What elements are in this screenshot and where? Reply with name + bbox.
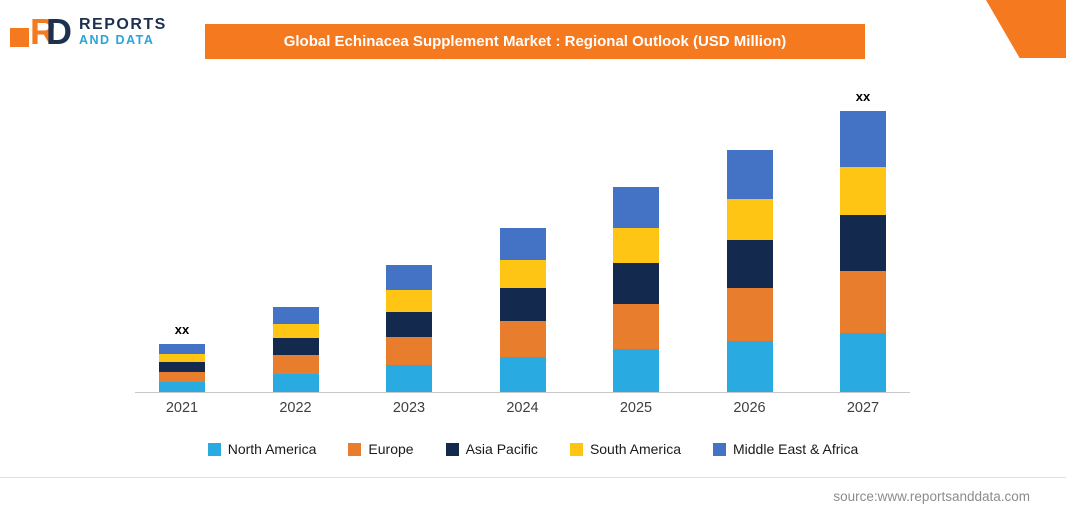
bar-stack-2022: [272, 307, 319, 392]
bar-segment-asia-pacific: [499, 288, 546, 321]
bar-stack-2023: [386, 265, 432, 392]
bar-segment-asia-pacific: [159, 362, 205, 372]
bar-segment-middle-east-africa: [840, 111, 886, 167]
bar-segment-south-america: [840, 167, 886, 215]
x-axis-labels: 2021 2022 2023 2024 2025 2026 2027: [135, 400, 910, 416]
bar-segment-north-america: [272, 374, 319, 392]
legend-item-south-america: South America: [569, 441, 681, 457]
bar-segment-middle-east-africa: [159, 344, 205, 354]
bar-segment-middle-east-africa: [726, 150, 773, 199]
bar-segment-middle-east-africa: [613, 187, 659, 228]
bar-segment-north-america: [726, 341, 773, 392]
bar-column-2021: xx: [159, 322, 205, 392]
bar-segment-asia-pacific: [726, 240, 773, 288]
bar-segment-europe: [499, 321, 546, 357]
logo-mark-d: D: [46, 11, 72, 52]
x-axis-label-2025: 2025: [619, 400, 653, 416]
bar-segment-asia-pacific: [613, 263, 659, 304]
x-axis-label-2023: 2023: [392, 400, 426, 416]
bar-segment-north-america: [613, 349, 659, 392]
x-axis-label-2027: 2027: [846, 400, 880, 416]
bar-segment-europe: [726, 288, 773, 341]
bar-segment-middle-east-africa: [499, 228, 546, 260]
plot-area: xx xx: [135, 85, 910, 393]
bar-column-2027: xx: [840, 89, 886, 392]
x-axis-label-2024: 2024: [506, 400, 539, 416]
decor-corner-topright: [986, 0, 1066, 58]
bar-segment-south-america: [726, 199, 773, 240]
chart-title-banner: Global Echinacea Supplement Market : Reg…: [205, 24, 865, 59]
bar-column-2022: [272, 307, 319, 392]
bar-segment-south-america: [613, 228, 659, 263]
bar-column-2025: [613, 187, 659, 392]
legend-swatch-asia-pacific: [445, 442, 459, 456]
footer-divider: [0, 477, 1066, 478]
source-text: source:www.reportsanddata.com: [833, 489, 1030, 504]
legend-label-middle-east-africa: Middle East & Africa: [733, 441, 859, 457]
x-axis-label-2021: 2021: [165, 400, 199, 416]
legend-item-asia-pacific: Asia Pacific: [445, 441, 538, 457]
bar-value-label-2027: xx: [855, 89, 871, 104]
legend-label-north-america: North America: [227, 441, 317, 457]
bar-segment-north-america: [386, 365, 432, 392]
legend-swatch-europe: [348, 442, 362, 456]
bar-segment-europe: [386, 337, 432, 365]
legend-label-asia-pacific: Asia Pacific: [465, 441, 538, 457]
legend-swatch-middle-east-africa: [713, 442, 726, 456]
x-axis-label-2026: 2026: [733, 400, 766, 416]
bar-segment-asia-pacific: [386, 312, 432, 337]
bar-segment-north-america: [499, 357, 546, 392]
legend-label-europe: Europe: [368, 441, 414, 457]
legend-item-north-america: North America: [207, 441, 317, 457]
bar-segment-asia-pacific: [840, 215, 886, 271]
bar-segment-north-america: [159, 382, 205, 392]
bar-segment-north-america: [840, 333, 886, 392]
logo: R D REPORTS AND DATA: [30, 14, 167, 50]
chart-title: Global Echinacea Supplement Market : Reg…: [283, 33, 787, 50]
bar-segment-europe: [840, 271, 886, 333]
bar-segment-south-america: [159, 354, 205, 362]
legend-swatch-south-america: [569, 442, 583, 456]
legend-label-south-america: South America: [589, 441, 681, 457]
bar-segment-south-america: [272, 324, 319, 338]
bar-segment-south-america: [386, 290, 432, 312]
legend-swatch-north-america: [207, 442, 221, 456]
bar-segment-asia-pacific: [272, 338, 319, 355]
bar-segment-south-america: [499, 260, 546, 288]
bar-segment-europe: [272, 355, 319, 374]
logo-mark-r: R: [30, 11, 56, 52]
bar-stack-2027: [840, 111, 886, 392]
bar-stack-2021: [159, 344, 205, 392]
bar-value-label-2021: xx: [174, 322, 190, 337]
logo-text: REPORTS AND DATA: [79, 16, 167, 47]
bar-segment-middle-east-africa: [272, 307, 319, 324]
logo-line1: REPORTS: [79, 16, 167, 34]
bar-stack-2026: [726, 150, 773, 392]
legend-item-europe: Europe: [348, 441, 414, 457]
legend: North America Europe Asia Pacific South Ame…: [0, 441, 1066, 457]
bar-column-2026: [726, 150, 773, 392]
bar-segment-europe: [159, 372, 205, 382]
bar-stack-2024: [499, 228, 546, 392]
decor-square-topleft: [10, 28, 29, 47]
bar-column-2023: [386, 265, 432, 392]
bar-stack-2025: [613, 187, 659, 392]
bar-segment-europe: [613, 304, 659, 349]
bar-segment-middle-east-africa: [386, 265, 432, 290]
logo-line2: AND DATA: [79, 32, 155, 47]
x-axis-label-2022: 2022: [279, 400, 312, 416]
legend-item-middle-east-africa: Middle East & Africa: [713, 441, 858, 457]
bar-column-2024: [499, 228, 546, 392]
logo-mark: R D: [30, 14, 72, 50]
